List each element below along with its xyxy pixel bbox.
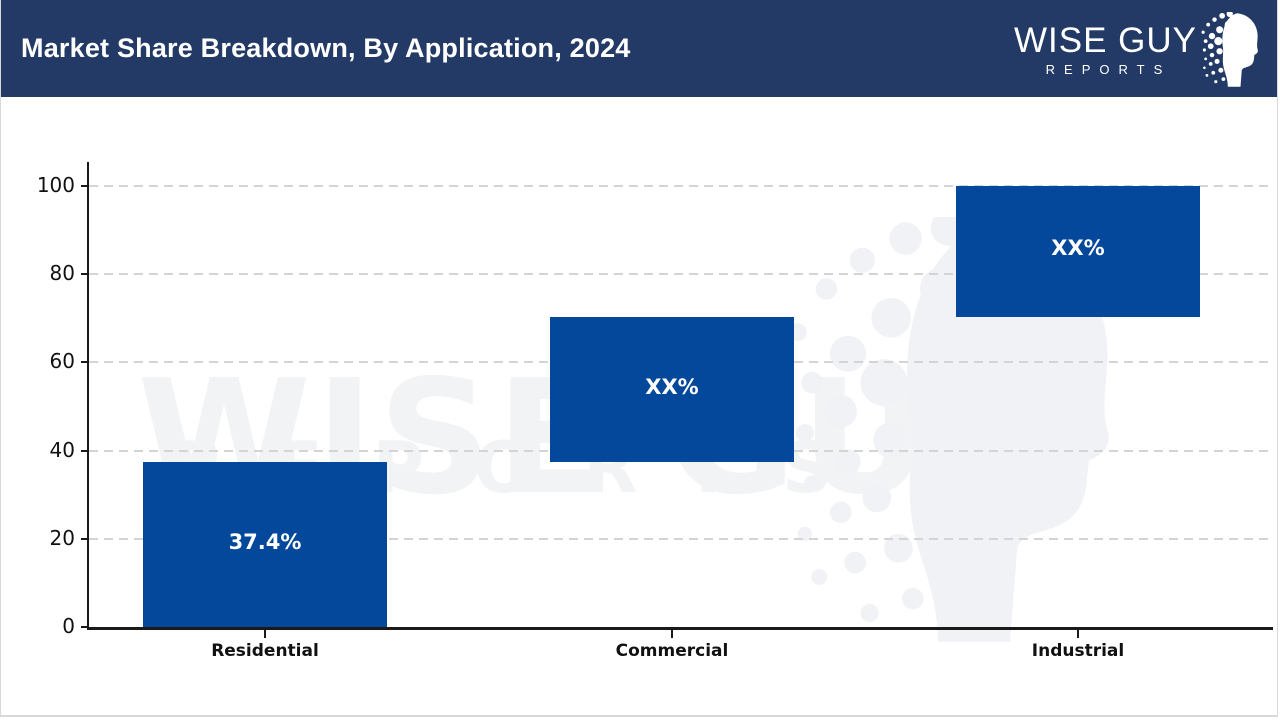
y-tick-label: 20 [49,525,75,550]
y-tick-label: 40 [49,437,75,462]
gridline [89,273,1273,276]
wiseguy-logo: WISE GUY REPORTS [1014,8,1263,92]
logo-name: WISE GUY [1013,21,1197,60]
x-tick [264,630,266,638]
bar-value-label: 37.4% [228,529,302,554]
x-category-label: Industrial [1031,641,1125,661]
y-tick [81,361,89,364]
x-axis-line [87,627,1273,630]
y-tick-label: 80 [49,261,75,286]
y-tick [81,185,89,187]
x-tick [671,630,673,638]
y-tick-label: 60 [49,349,75,374]
y-axis-line [87,162,89,630]
header: Market Share Breakdown, By Application, … [1,0,1277,97]
y-tick [81,449,89,452]
bar-commercial: XX% [550,316,794,463]
logo-text: WISE GUY REPORTS [1014,23,1197,77]
bar-residential: 37.4% [143,462,387,627]
bar-value-label: XX% [1051,236,1105,261]
y-tick-label: 100 [36,173,75,197]
x-tick [1077,630,1079,638]
y-tick [81,626,89,628]
gridline [89,537,1273,540]
y-tick-label: 0 [62,614,75,638]
logo-face-icon [1201,12,1258,87]
x-category-label: Commercial [615,641,729,661]
y-tick [81,537,89,540]
y-tick [81,273,89,276]
logo-subtitle: REPORTS [1045,62,1172,77]
x-category-label: Residential [211,641,319,661]
page-title: Market Share Breakdown, By Application, … [21,33,631,63]
bar-industrial: XX% [956,186,1200,317]
bar-value-label: XX% [645,374,699,399]
gridline [89,185,1273,187]
